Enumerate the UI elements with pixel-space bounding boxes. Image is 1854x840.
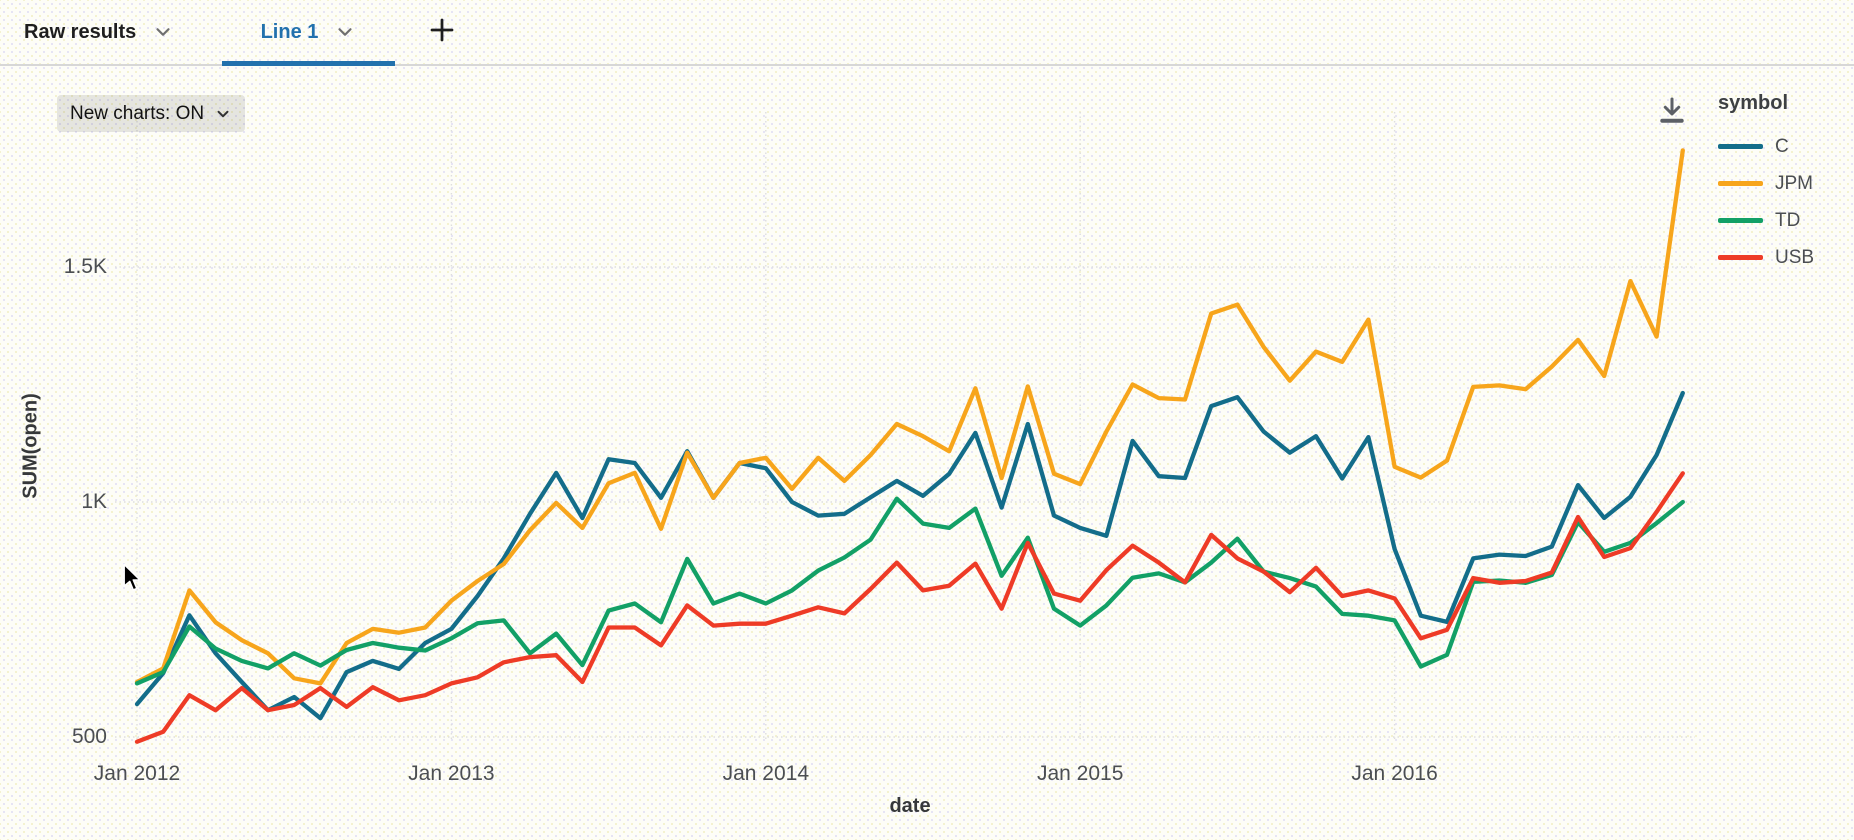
legend-item-td[interactable]: TD — [1718, 202, 1850, 239]
download-icon — [1654, 92, 1690, 135]
y-tick-label: 1.5K — [63, 255, 107, 278]
series-line-td[interactable] — [134, 496, 1685, 686]
x-tick-label: Jan 2013 — [408, 762, 495, 785]
legend-title: symbol — [1718, 92, 1789, 114]
x-axis-title: date — [889, 795, 931, 817]
y-tick-label: 1K — [81, 490, 107, 513]
legend-item-c[interactable]: C — [1718, 128, 1850, 165]
legend-item-usb[interactable]: USB — [1718, 239, 1850, 276]
chevron-down-icon[interactable] — [152, 21, 174, 43]
new-charts-toggle[interactable]: New charts: ON — [57, 95, 246, 132]
series-line-c[interactable] — [134, 390, 1685, 721]
tab-bar: Raw results Line 1 — [0, 0, 1854, 66]
tab-line-1[interactable]: Line 1 — [222, 0, 395, 66]
chevron-down-icon — [214, 105, 232, 123]
legend-label: USB — [1775, 246, 1815, 268]
legend-label: JPM — [1775, 172, 1813, 194]
x-tick-label: Jan 2012 — [93, 762, 181, 785]
tab-raw-results-label: Raw results — [24, 20, 137, 43]
series-line-jpm[interactable] — [134, 148, 1685, 686]
download-chart-button[interactable] — [1650, 90, 1694, 136]
active-tab-underline — [222, 61, 395, 66]
plus-icon — [427, 15, 457, 50]
series-swatch-c — [1718, 144, 1763, 149]
chevron-down-icon[interactable] — [334, 21, 356, 43]
x-tick-label: Jan 2016 — [1351, 762, 1438, 785]
y-tick-label: 500 — [71, 725, 107, 748]
legend-item-jpm[interactable]: JPM — [1718, 165, 1850, 202]
tab-raw-results[interactable]: Raw results — [24, 0, 174, 64]
series-swatch-jpm — [1718, 181, 1763, 186]
add-chart-button[interactable] — [420, 8, 464, 56]
tab-line-1-label: Line 1 — [260, 20, 319, 43]
series-swatch-usb — [1718, 255, 1763, 260]
y-axis-title: SUM(open) — [19, 393, 42, 499]
series-swatch-td — [1718, 218, 1763, 223]
x-tick-label: Jan 2014 — [722, 762, 810, 785]
legend-label: C — [1775, 135, 1789, 157]
x-tick-label: Jan 2015 — [1036, 762, 1124, 785]
new-charts-toggle-label: New charts: ON — [70, 102, 205, 124]
legend-label: TD — [1775, 209, 1801, 231]
chart-legend: symbol C JPM TD USB — [1718, 92, 1850, 276]
series-line-usb[interactable] — [134, 471, 1685, 744]
